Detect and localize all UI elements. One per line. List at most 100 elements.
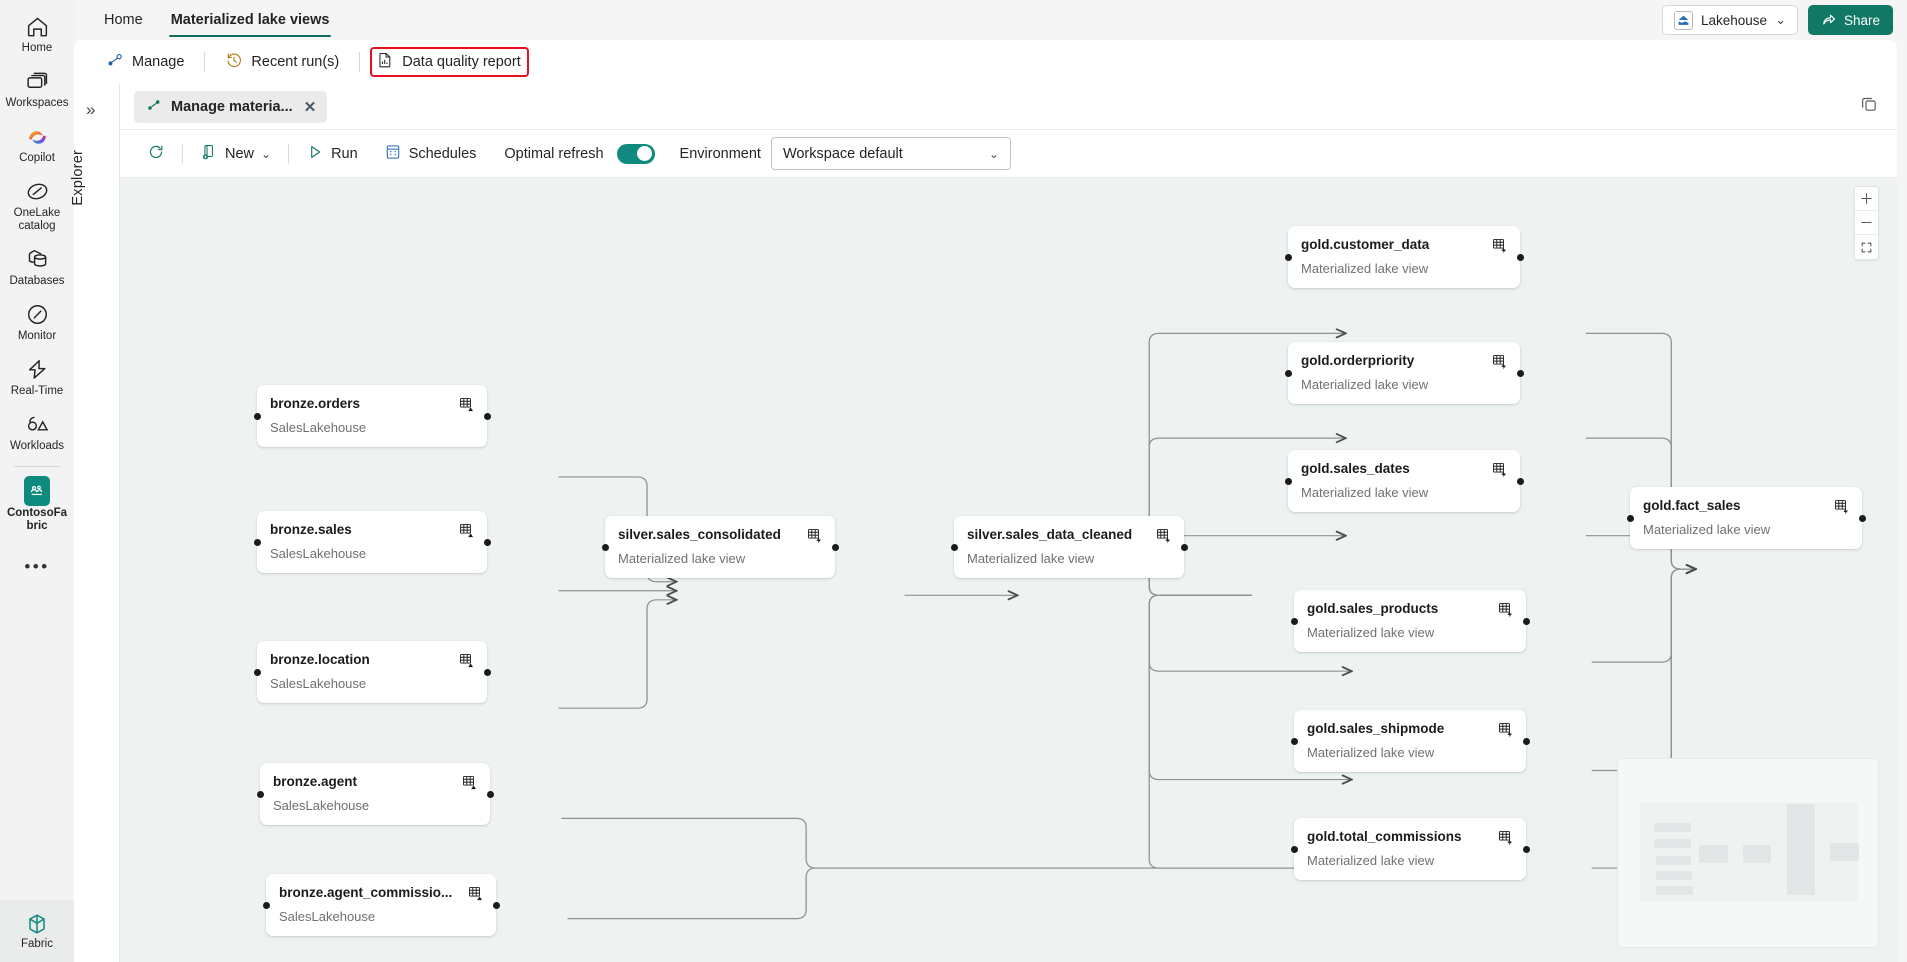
minimap-node xyxy=(1656,871,1692,880)
lakehouse-label: Lakehouse xyxy=(1701,12,1768,28)
mlv-icon xyxy=(1497,601,1514,618)
node-subtitle: Materialized lake view xyxy=(1307,853,1435,868)
node-subtitle: Materialized lake view xyxy=(1301,261,1429,276)
lineage-node-gold_products[interactable]: gold.sales_products Materialized lake vie… xyxy=(1290,590,1530,652)
sidebar-item-workspace-contosofabric[interactable]: ContosoFabric xyxy=(2,471,72,539)
data-quality-report-button[interactable]: Data quality report xyxy=(370,47,529,77)
header-actions: Lakehouse ⌄ Share xyxy=(1662,5,1907,35)
explorer-label[interactable]: Explorer xyxy=(70,150,86,206)
node-port-in xyxy=(262,901,270,909)
recent-runs-button[interactable]: Recent run(s) xyxy=(215,47,349,77)
run-play-icon xyxy=(306,143,324,165)
lineage-node-gold_orderpri[interactable]: gold.orderpriority Materialized lake view xyxy=(1284,342,1524,404)
node-title: gold.orderpriority xyxy=(1301,353,1415,368)
workspaces-icon xyxy=(24,68,50,94)
close-icon[interactable]: ✕ xyxy=(303,98,317,116)
sidebar-item-home[interactable]: Home xyxy=(2,6,72,61)
tab-materialized-lake-views[interactable]: Materialized lake views xyxy=(159,0,342,40)
lineage-node-gold_fact_sales[interactable]: gold.fact_sales Materialized lake view xyxy=(1626,487,1866,549)
node-port-in xyxy=(950,543,958,551)
node-title: gold.sales_dates xyxy=(1301,461,1410,476)
node-port-out xyxy=(1522,617,1530,625)
lineage-dot-icon xyxy=(146,97,162,117)
node-title: gold.fact_sales xyxy=(1643,498,1741,513)
report-document-icon xyxy=(376,51,394,73)
toolbar-divider xyxy=(288,143,290,164)
node-title: gold.sales_shipmode xyxy=(1307,721,1445,736)
node-title: bronze.agent_commissio... xyxy=(279,885,453,900)
lineage-node-gold_customer[interactable]: gold.customer_data Materialized lake view xyxy=(1284,226,1524,288)
fit-to-screen-button[interactable] xyxy=(1855,235,1878,259)
sidebar-item-workspaces[interactable]: Workspaces xyxy=(2,61,72,116)
schedules-button[interactable]: Schedules xyxy=(375,139,486,169)
node-port-out xyxy=(492,901,500,909)
minimap-node xyxy=(1743,845,1771,863)
share-button[interactable]: Share xyxy=(1807,5,1893,35)
databases-icon xyxy=(24,246,50,272)
global-nav-rail: Home Workspaces xyxy=(0,0,74,962)
sidebar-item-workloads[interactable]: Workloads xyxy=(2,404,72,459)
lineage-node-gold_shipmode[interactable]: gold.sales_shipmode Materialized lake vie… xyxy=(1290,710,1530,772)
run-button[interactable]: Run xyxy=(297,139,367,169)
node-port-out xyxy=(831,543,839,551)
environment-select[interactable]: Workspace default ⌄ xyxy=(770,137,1011,170)
minimap-node xyxy=(1699,845,1728,863)
lineage-node-gold_dates[interactable]: gold.sales_dates Materialized lake view xyxy=(1284,450,1524,512)
sidebar-item-label: Databases xyxy=(9,275,65,287)
lakehouse-selector[interactable]: Lakehouse ⌄ xyxy=(1662,5,1798,35)
lineage-node-silver_consolidated[interactable]: silver.sales_consolidated Materialized la… xyxy=(601,516,839,578)
sidebar-item-real-time[interactable]: Real-Time xyxy=(2,349,72,404)
lineage-node-bronze_agent[interactable]: bronze.agent SalesLakehouse xyxy=(256,763,494,825)
sidebar-item-more[interactable]: ••• xyxy=(2,547,72,586)
sidebar-item-copilot[interactable]: Copilot xyxy=(2,116,72,171)
optimal-refresh-toggle[interactable] xyxy=(616,143,655,164)
minimap-viewport xyxy=(1640,803,1859,901)
zoom-in-button[interactable]: ＋ xyxy=(1855,187,1878,211)
lineage-node-bronze_orders[interactable]: bronze.orders SalesLakehouse xyxy=(253,385,491,447)
manage-button[interactable]: Manage xyxy=(96,47,194,77)
sidebar-item-label: Workloads xyxy=(9,440,65,452)
double-chevron-right-icon[interactable]: » xyxy=(86,100,96,119)
toolbar-divider xyxy=(182,143,183,164)
doc-tab-manage-materialized[interactable]: Manage materia... ✕ xyxy=(134,90,328,123)
sidebar-item-label: Workspaces xyxy=(5,97,69,109)
node-port-in xyxy=(1626,514,1634,522)
node-title: bronze.location xyxy=(270,652,370,667)
node-port-out xyxy=(483,668,491,676)
refresh-icon xyxy=(147,143,165,165)
minimap-node xyxy=(1654,839,1691,848)
node-port-out xyxy=(483,412,491,420)
sidebar-item-databases[interactable]: Databases xyxy=(2,239,72,294)
share-icon xyxy=(1821,11,1837,30)
lineage-node-silver_cleaned[interactable]: silver.sales_data_cleaned Materialized la… xyxy=(950,516,1188,578)
minimap-node xyxy=(1654,823,1691,832)
zoom-out-button[interactable]: － xyxy=(1855,211,1878,235)
copy-icon[interactable] xyxy=(1859,94,1879,119)
new-button[interactable]: New ⌄ xyxy=(191,139,280,169)
node-title: silver.sales_consolidated xyxy=(618,527,781,542)
lineage-node-gold_commissions[interactable]: gold.total_commissions Materialized lake … xyxy=(1290,818,1530,880)
node-port-in xyxy=(1284,369,1292,377)
lineage-node-bronze_sales[interactable]: bronze.sales SalesLakehouse xyxy=(253,511,491,573)
mlv-icon xyxy=(1155,527,1172,544)
node-port-out xyxy=(1516,477,1524,485)
lineage-node-bronze_location[interactable]: bronze.location SalesLakehouse xyxy=(253,641,491,703)
node-port-out xyxy=(486,790,494,798)
table-source-icon xyxy=(461,774,478,791)
node-port-in xyxy=(253,412,261,420)
lineage-node-bronze_agent_comm[interactable]: bronze.agent_commissio... SalesLakehouse xyxy=(262,874,500,936)
optimal-refresh-toggle-group[interactable]: Optimal refresh xyxy=(495,139,663,169)
rail-divider xyxy=(14,466,60,467)
chevron-down-icon: ⌄ xyxy=(261,146,272,161)
environment-value: Workspace default xyxy=(782,145,903,162)
node-port-in xyxy=(1290,617,1298,625)
tab-home[interactable]: Home xyxy=(92,0,155,40)
fabric-brand-button[interactable]: Fabric xyxy=(0,900,74,962)
sidebar-item-onelake-catalog[interactable]: OneLake catalog xyxy=(2,171,72,239)
canvas-minimap[interactable] xyxy=(1617,758,1879,948)
lineage-canvas[interactable]: bronze.orders SalesLakehouse bronze.sales S… xyxy=(120,178,1897,962)
refresh-button[interactable] xyxy=(138,139,174,169)
node-subtitle: Materialized lake view xyxy=(618,551,746,566)
home-icon xyxy=(24,13,50,39)
sidebar-item-monitor[interactable]: Monitor xyxy=(2,294,72,349)
